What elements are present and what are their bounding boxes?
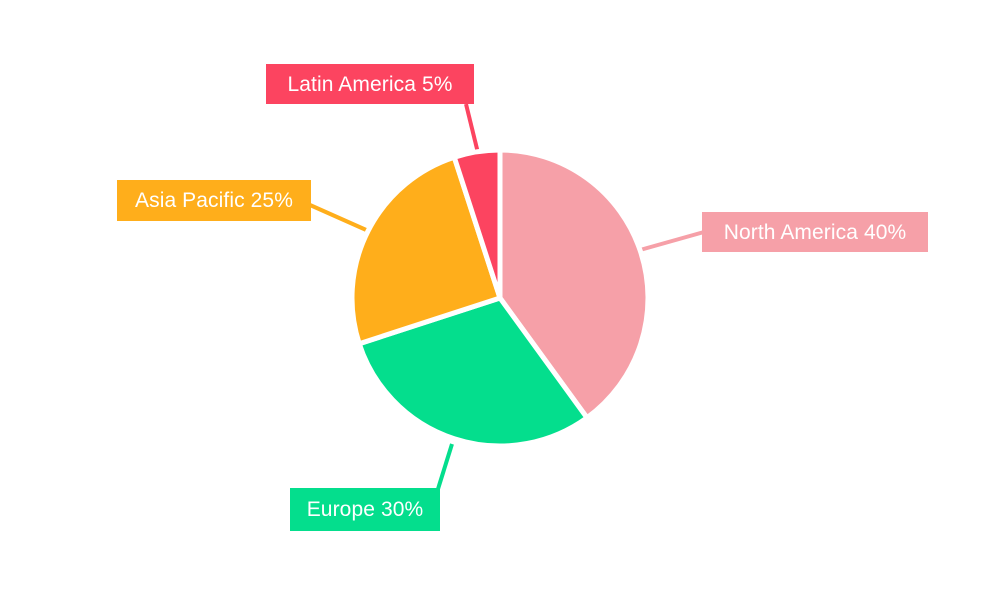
slice-label-europe[interactable]: Europe 30%	[290, 488, 440, 531]
slice-label-latin-america[interactable]: Latin America 5%	[266, 64, 474, 104]
pie-slice-europe[interactable]	[356, 295, 590, 449]
leader-line-north-america	[639, 230, 705, 252]
slice-label-north-america-text: North America 40%	[723, 220, 907, 244]
leader-line-latin-america	[464, 103, 480, 154]
slice-label-north-america[interactable]: North America 40%	[702, 212, 928, 252]
slice-label-europe-text: Europe 30%	[306, 498, 424, 521]
leader-line-europe	[436, 443, 454, 490]
pie-slice-north-america[interactable]	[497, 147, 651, 421]
leader-line-asia-pacific	[309, 203, 374, 235]
slice-label-asia-pacific-text: Asia Pacific 25%	[134, 189, 293, 212]
slice-label-latin-america-text: Latin America 5%	[287, 72, 453, 96]
pie-slice-asia-pacific[interactable]	[349, 154, 503, 347]
pie-slice-latin-america[interactable]	[451, 147, 503, 301]
slice-label-asia-pacific[interactable]: Asia Pacific 25%	[117, 180, 311, 221]
